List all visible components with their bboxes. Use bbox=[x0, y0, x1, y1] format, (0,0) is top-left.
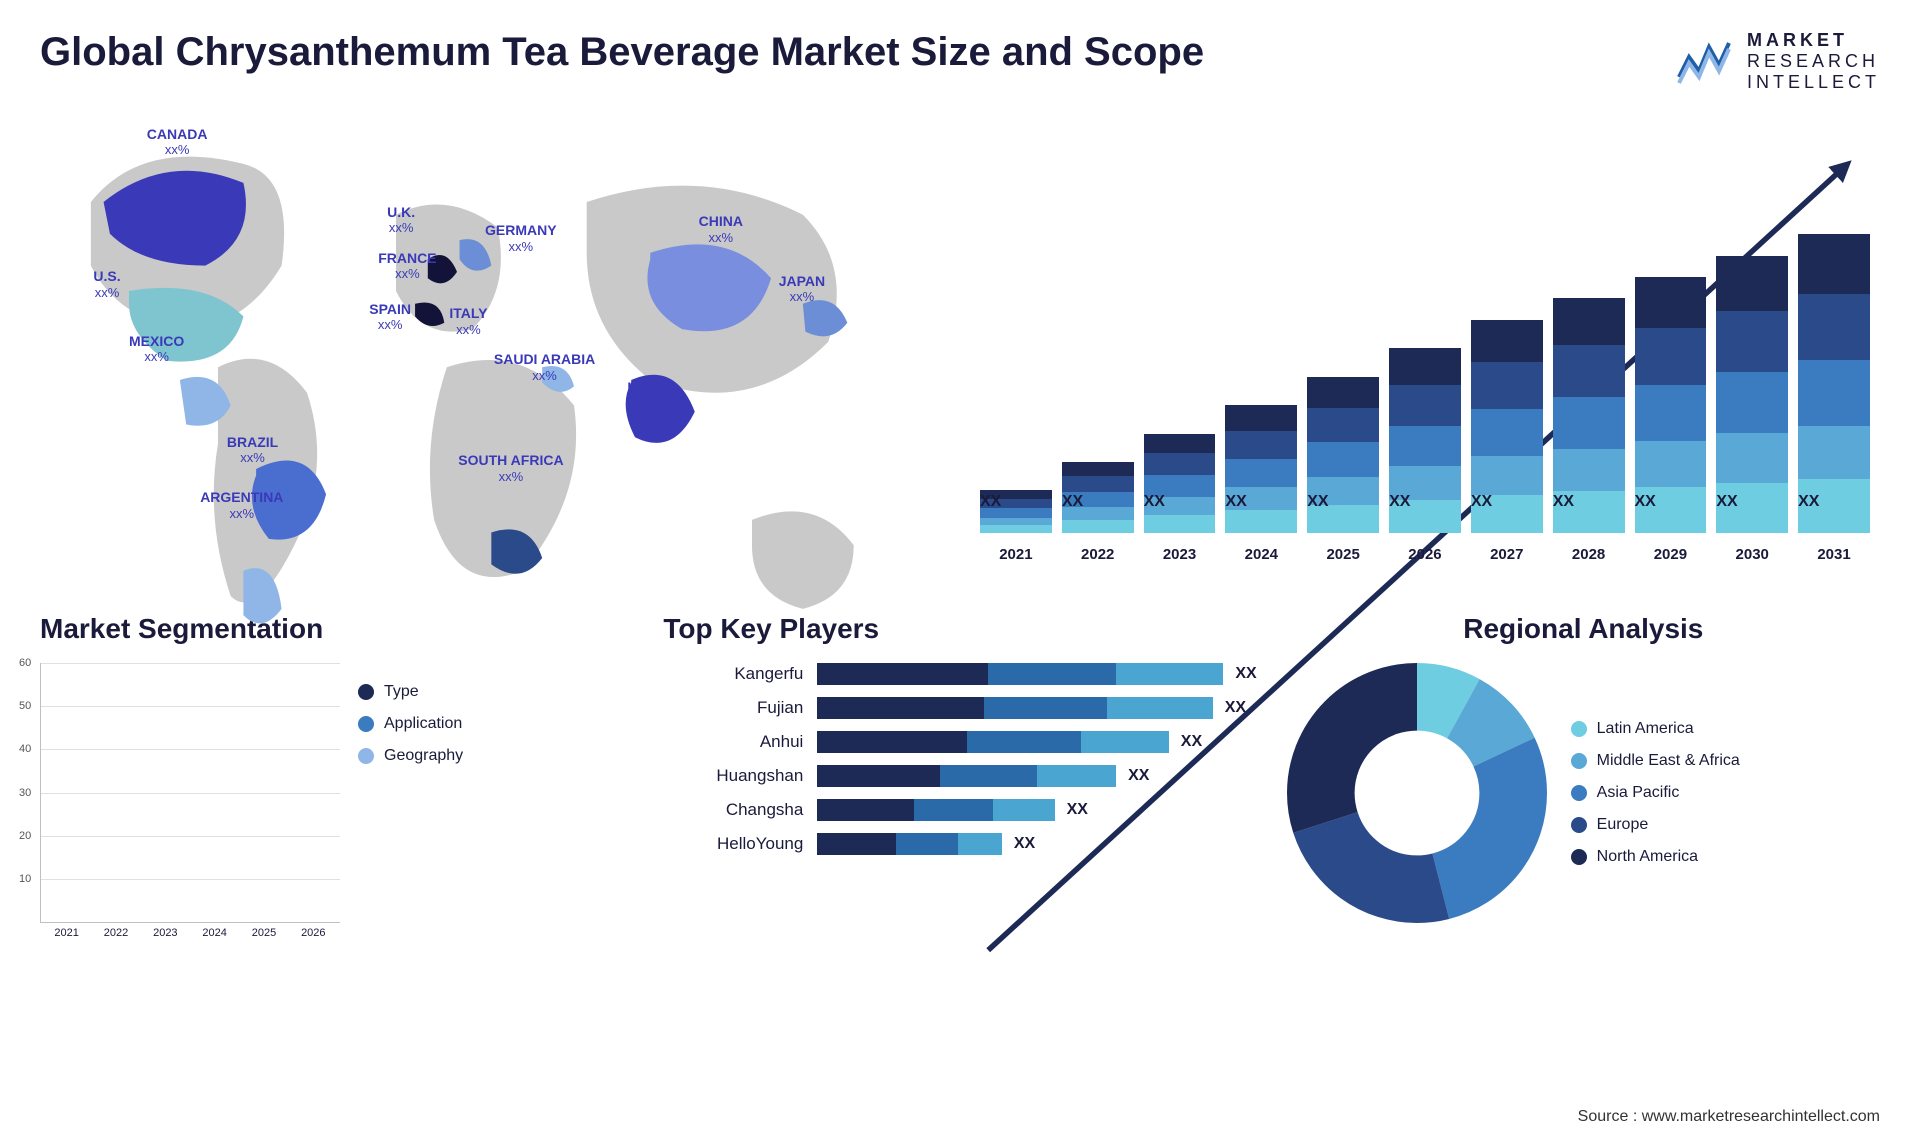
regional-panel: Regional Analysis Latin America Middle Ea… bbox=[1287, 613, 1880, 939]
segmentation-legend: TypeApplicationGeography bbox=[358, 663, 463, 939]
main-bar: XX bbox=[1716, 256, 1788, 533]
main-bar: XX bbox=[1553, 298, 1625, 533]
logo-text: MARKET RESEARCH INTELLECT bbox=[1747, 30, 1880, 93]
map-label: ITALYxx% bbox=[449, 306, 487, 337]
main-bar: XX bbox=[1471, 320, 1543, 533]
legend-item: Application bbox=[358, 715, 463, 733]
map-label: SAUDI ARABIAxx% bbox=[494, 352, 595, 383]
map-label: U.K.xx% bbox=[387, 205, 415, 236]
legend-item: North America bbox=[1571, 848, 1740, 866]
map-label: INDIAxx% bbox=[627, 380, 665, 411]
map-label: CANADAxx% bbox=[147, 127, 208, 158]
regional-legend: Latin America Middle East & Africa Asia Pa… bbox=[1571, 720, 1740, 866]
source-text: Source : www.marketresearchintellect.com bbox=[1578, 1108, 1880, 1126]
legend-item: Middle East & Africa bbox=[1571, 752, 1740, 770]
legend-item: Geography bbox=[358, 747, 463, 765]
main-bar: XX bbox=[1635, 277, 1707, 533]
market-size-chart: XXXXXXXXXXXXXXXXXXXXXX 20212022202320242… bbox=[970, 113, 1880, 573]
map-label: MEXICOxx% bbox=[129, 334, 184, 365]
kp-row: FujianXX bbox=[663, 697, 1256, 719]
kp-row: HelloYoungXX bbox=[663, 833, 1256, 855]
map-label: JAPANxx% bbox=[779, 274, 825, 305]
logo-mark-icon bbox=[1677, 37, 1737, 87]
segmentation-chart: 102030405060 bbox=[40, 663, 340, 923]
main-bar: XX bbox=[980, 490, 1052, 533]
main-bar: XX bbox=[1307, 377, 1379, 533]
map-label: GERMANYxx% bbox=[485, 223, 557, 254]
legend-item: Asia Pacific bbox=[1571, 784, 1740, 802]
brand-logo: MARKET RESEARCH INTELLECT bbox=[1677, 30, 1880, 93]
main-bar: XX bbox=[1062, 462, 1134, 533]
world-map: CANADAxx% U.S.xx% MEXICOxx% BRAZILxx% ARGENT… bbox=[40, 113, 930, 573]
legend-item: Latin America bbox=[1571, 720, 1740, 738]
kp-row: ChangshaXX bbox=[663, 799, 1256, 821]
regional-donut-chart bbox=[1287, 663, 1547, 923]
main-bar: XX bbox=[1144, 434, 1216, 534]
map-label: CHINAxx% bbox=[699, 214, 743, 245]
main-bar: XX bbox=[1389, 348, 1461, 533]
map-label: ARGENTINAxx% bbox=[200, 490, 283, 521]
legend-item: Europe bbox=[1571, 816, 1740, 834]
main-bar: XX bbox=[1225, 405, 1297, 533]
kp-row: HuangshanXX bbox=[663, 765, 1256, 787]
map-svg bbox=[40, 113, 930, 698]
main-bar: XX bbox=[1798, 234, 1870, 533]
map-label: BRAZILxx% bbox=[227, 435, 278, 466]
kp-row: AnhuiXX bbox=[663, 731, 1256, 753]
map-label: SPAINxx% bbox=[369, 302, 411, 333]
map-label: SOUTH AFRICAxx% bbox=[458, 453, 563, 484]
map-label: FRANCExx% bbox=[378, 251, 436, 282]
regional-title: Regional Analysis bbox=[1287, 613, 1880, 645]
map-label: U.S.xx% bbox=[93, 269, 120, 300]
page-title: Global Chrysanthemum Tea Beverage Market… bbox=[40, 30, 1204, 75]
